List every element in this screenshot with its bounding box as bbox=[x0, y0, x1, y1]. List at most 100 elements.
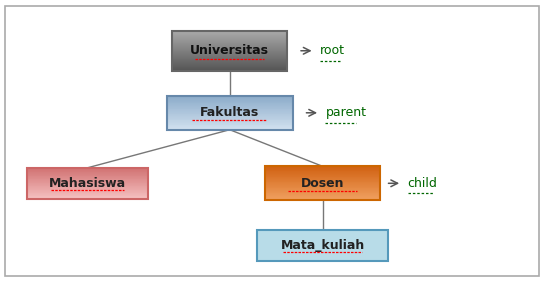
Bar bbox=[172, 32, 287, 33]
Bar bbox=[167, 123, 293, 124]
Bar bbox=[265, 197, 380, 199]
Bar bbox=[27, 176, 148, 177]
Bar bbox=[172, 55, 287, 57]
Bar bbox=[167, 98, 293, 99]
Bar bbox=[265, 170, 380, 171]
Bar bbox=[27, 191, 148, 192]
Bar bbox=[167, 100, 293, 101]
Bar bbox=[167, 120, 293, 121]
Bar bbox=[167, 107, 293, 109]
Bar bbox=[265, 185, 380, 186]
Bar bbox=[265, 197, 380, 198]
Bar bbox=[27, 168, 148, 199]
Bar bbox=[265, 175, 380, 177]
Text: child: child bbox=[408, 177, 438, 190]
Bar bbox=[167, 102, 293, 103]
Bar bbox=[167, 118, 293, 119]
Bar bbox=[172, 38, 287, 39]
Bar bbox=[265, 193, 380, 194]
Bar bbox=[167, 111, 293, 112]
Bar bbox=[167, 128, 293, 129]
Bar bbox=[167, 129, 293, 130]
Bar bbox=[265, 192, 380, 193]
Bar bbox=[265, 166, 380, 200]
Bar bbox=[172, 58, 287, 59]
Bar bbox=[172, 43, 287, 44]
Bar bbox=[265, 175, 380, 176]
Bar bbox=[265, 189, 380, 190]
Bar bbox=[27, 195, 148, 196]
Bar bbox=[265, 186, 380, 188]
Bar bbox=[167, 104, 293, 105]
Bar bbox=[172, 36, 287, 37]
Bar bbox=[172, 54, 287, 55]
Bar bbox=[265, 183, 380, 184]
Bar bbox=[167, 99, 293, 100]
Bar bbox=[172, 60, 287, 61]
Bar bbox=[167, 125, 293, 126]
Bar bbox=[172, 50, 287, 52]
Bar bbox=[167, 109, 293, 110]
Bar bbox=[167, 106, 293, 107]
Bar bbox=[167, 114, 293, 115]
Bar bbox=[265, 186, 380, 187]
Bar bbox=[172, 40, 287, 41]
Bar bbox=[265, 179, 380, 180]
Bar bbox=[167, 113, 293, 114]
Bar bbox=[172, 46, 287, 47]
Bar bbox=[172, 64, 287, 66]
Bar bbox=[27, 183, 148, 184]
Bar bbox=[167, 113, 293, 114]
Bar bbox=[27, 179, 148, 180]
Bar bbox=[172, 61, 287, 63]
Bar bbox=[27, 188, 148, 189]
Bar bbox=[167, 110, 293, 111]
Bar bbox=[265, 169, 380, 170]
Bar bbox=[172, 69, 287, 70]
Bar bbox=[265, 194, 380, 195]
Bar bbox=[27, 195, 148, 197]
Bar bbox=[167, 103, 293, 104]
Bar bbox=[27, 185, 148, 186]
Bar bbox=[27, 188, 148, 190]
Bar bbox=[27, 175, 148, 176]
Bar bbox=[172, 68, 287, 70]
Bar bbox=[172, 67, 287, 69]
Bar bbox=[265, 191, 380, 193]
Bar bbox=[172, 66, 287, 68]
Bar bbox=[27, 172, 148, 173]
Text: root: root bbox=[320, 44, 345, 57]
Bar bbox=[172, 35, 287, 36]
Bar bbox=[27, 192, 148, 193]
Bar bbox=[265, 168, 380, 169]
Bar bbox=[27, 189, 148, 190]
Bar bbox=[265, 180, 380, 181]
Bar bbox=[265, 178, 380, 179]
Bar bbox=[27, 174, 148, 175]
Bar bbox=[172, 48, 287, 49]
Bar bbox=[265, 173, 380, 174]
Bar bbox=[167, 122, 293, 123]
Bar bbox=[27, 169, 148, 170]
Bar bbox=[167, 124, 293, 125]
Bar bbox=[172, 54, 287, 56]
Text: Universitas: Universitas bbox=[190, 44, 269, 57]
Bar bbox=[265, 196, 380, 197]
Bar bbox=[167, 117, 293, 118]
Bar bbox=[167, 96, 293, 97]
Bar bbox=[167, 127, 293, 128]
Bar bbox=[167, 96, 293, 98]
Bar bbox=[265, 172, 380, 173]
Bar bbox=[27, 194, 148, 195]
Bar bbox=[167, 118, 293, 120]
Bar bbox=[27, 177, 148, 178]
Bar bbox=[172, 37, 287, 38]
Bar bbox=[27, 182, 148, 183]
Bar bbox=[172, 51, 287, 53]
Bar bbox=[27, 186, 148, 187]
Text: Mahasiswa: Mahasiswa bbox=[49, 177, 126, 190]
Bar bbox=[27, 171, 148, 173]
Bar bbox=[172, 39, 287, 40]
Bar bbox=[27, 193, 148, 194]
Bar bbox=[265, 169, 380, 171]
